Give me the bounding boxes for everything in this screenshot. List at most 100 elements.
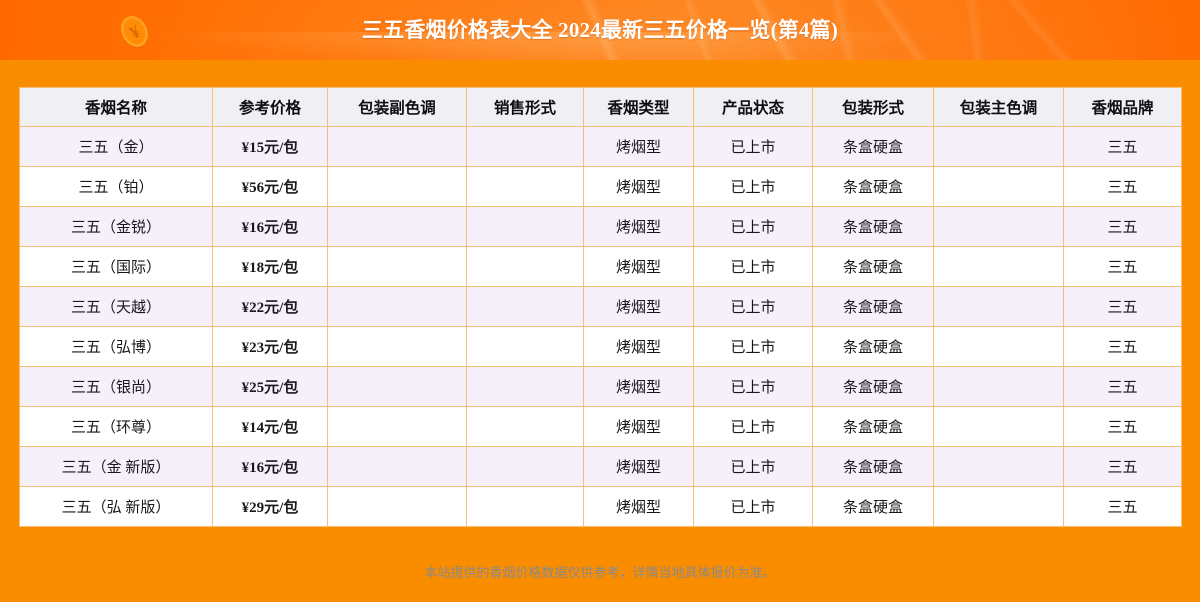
cell-sale-form xyxy=(466,246,584,287)
cell-status: 已上市 xyxy=(693,326,813,367)
cell-price: ¥29元/包 xyxy=(212,486,328,527)
table-row: 三五（银尚） ¥25元/包 烤烟型 已上市 条盒硬盒 三五 xyxy=(19,366,1182,407)
table-row: 三五（国际） ¥18元/包 烤烟型 已上市 条盒硬盒 三五 xyxy=(19,246,1182,287)
cell-sale-form xyxy=(466,326,584,367)
cell-sale-form xyxy=(466,486,584,527)
cell-main-tone xyxy=(933,406,1064,447)
cell-name: 三五（金 新版） xyxy=(19,446,213,487)
cell-price: ¥14元/包 xyxy=(212,406,328,447)
cell-sub-tone xyxy=(327,126,467,167)
cell-pack-form: 条盒硬盒 xyxy=(812,326,934,367)
cell-status: 已上市 xyxy=(693,446,813,487)
cell-pack-form: 条盒硬盒 xyxy=(812,486,934,527)
cell-name: 三五（天越） xyxy=(19,286,213,327)
cell-type: 烤烟型 xyxy=(583,366,694,407)
cell-type: 烤烟型 xyxy=(583,486,694,527)
cell-sub-tone xyxy=(327,206,467,247)
cell-status: 已上市 xyxy=(693,166,813,207)
cell-brand: 三五 xyxy=(1063,366,1182,407)
cell-status: 已上市 xyxy=(693,486,813,527)
cell-name: 三五（环尊） xyxy=(19,406,213,447)
cell-pack-form: 条盒硬盒 xyxy=(812,166,934,207)
cell-brand: 三五 xyxy=(1063,446,1182,487)
table-row: 三五（金） ¥15元/包 烤烟型 已上市 条盒硬盒 三五 xyxy=(19,126,1182,167)
cell-name: 三五（铂） xyxy=(19,166,213,207)
cell-name: 三五（弘博） xyxy=(19,326,213,367)
cell-price: ¥15元/包 xyxy=(212,126,328,167)
cell-main-tone xyxy=(933,166,1064,207)
table-row: 三五（金 新版） ¥16元/包 烤烟型 已上市 条盒硬盒 三五 xyxy=(19,446,1182,487)
cell-main-tone xyxy=(933,366,1064,407)
cell-sub-tone xyxy=(327,446,467,487)
cell-type: 烤烟型 xyxy=(583,406,694,447)
cell-sale-form xyxy=(466,366,584,407)
column-header-name: 香烟名称 xyxy=(19,87,213,127)
cell-price: ¥56元/包 xyxy=(212,166,328,207)
cell-type: 烤烟型 xyxy=(583,166,694,207)
column-header-brand: 香烟品牌 xyxy=(1063,87,1182,127)
cell-brand: 三五 xyxy=(1063,166,1182,207)
cell-name: 三五（银尚） xyxy=(19,366,213,407)
cell-pack-form: 条盒硬盒 xyxy=(812,206,934,247)
column-header-price: 参考价格 xyxy=(212,87,328,127)
cell-sale-form xyxy=(466,446,584,487)
cell-main-tone xyxy=(933,326,1064,367)
cell-brand: 三五 xyxy=(1063,246,1182,287)
yen-coin-icon: ¥ xyxy=(113,10,156,53)
table-row: 三五（环尊） ¥14元/包 烤烟型 已上市 条盒硬盒 三五 xyxy=(19,406,1182,447)
cell-sub-tone xyxy=(327,286,467,327)
cell-main-tone xyxy=(933,126,1064,167)
cell-brand: 三五 xyxy=(1063,126,1182,167)
cell-pack-form: 条盒硬盒 xyxy=(812,246,934,287)
cell-sale-form xyxy=(466,406,584,447)
column-header-status: 产品状态 xyxy=(693,87,813,127)
cell-sub-tone xyxy=(327,326,467,367)
cell-price: ¥23元/包 xyxy=(212,326,328,367)
cell-sale-form xyxy=(466,206,584,247)
table-body: 三五（金） ¥15元/包 烤烟型 已上市 条盒硬盒 三五 三五（铂） ¥56元/… xyxy=(19,126,1182,527)
cell-brand: 三五 xyxy=(1063,286,1182,327)
cell-sub-tone xyxy=(327,486,467,527)
cell-pack-form: 条盒硬盒 xyxy=(812,126,934,167)
column-header-sub-tone: 包装副色调 xyxy=(327,87,467,127)
page-title: 三五香烟价格表大全 2024最新三五价格一览(第4篇) xyxy=(361,18,839,42)
cell-name: 三五（国际） xyxy=(19,246,213,287)
cell-type: 烤烟型 xyxy=(583,446,694,487)
cell-price: ¥16元/包 xyxy=(212,206,328,247)
table-row: 三五（铂） ¥56元/包 烤烟型 已上市 条盒硬盒 三五 xyxy=(19,166,1182,207)
cell-status: 已上市 xyxy=(693,286,813,327)
column-header-type: 香烟类型 xyxy=(583,87,694,127)
cell-price: ¥22元/包 xyxy=(212,286,328,327)
cell-sub-tone xyxy=(327,246,467,287)
cell-brand: 三五 xyxy=(1063,206,1182,247)
footer-disclaimer: 本站提供的香烟价格数据仅供参考，详情当地具体报价为准。 xyxy=(424,565,776,580)
cell-status: 已上市 xyxy=(693,366,813,407)
cell-sub-tone xyxy=(327,366,467,407)
cell-sale-form xyxy=(466,166,584,207)
cell-type: 烤烟型 xyxy=(583,326,694,367)
table-row: 三五（天越） ¥22元/包 烤烟型 已上市 条盒硬盒 三五 xyxy=(19,286,1182,327)
cell-name: 三五（金锐） xyxy=(19,206,213,247)
cell-brand: 三五 xyxy=(1063,486,1182,527)
price-table-container: 香烟名称 参考价格 包装副色调 销售形式 香烟类型 产品状态 包装形式 包装主色… xyxy=(19,87,1182,527)
column-header-main-tone: 包装主色调 xyxy=(933,87,1064,127)
cell-main-tone xyxy=(933,206,1064,247)
table-row: 三五（弘 新版） ¥29元/包 烤烟型 已上市 条盒硬盒 三五 xyxy=(19,486,1182,527)
cell-type: 烤烟型 xyxy=(583,286,694,327)
cell-name: 三五（金） xyxy=(19,126,213,167)
cell-pack-form: 条盒硬盒 xyxy=(812,406,934,447)
cell-brand: 三五 xyxy=(1063,406,1182,447)
cell-main-tone xyxy=(933,246,1064,287)
cell-status: 已上市 xyxy=(693,246,813,287)
cell-sale-form xyxy=(466,286,584,327)
column-header-sale-form: 销售形式 xyxy=(466,87,584,127)
cell-type: 烤烟型 xyxy=(583,206,694,247)
column-header-pack-form: 包装形式 xyxy=(812,87,934,127)
cell-main-tone xyxy=(933,446,1064,487)
cell-status: 已上市 xyxy=(693,206,813,247)
table-header-row: 香烟名称 参考价格 包装副色调 销售形式 香烟类型 产品状态 包装形式 包装主色… xyxy=(19,87,1182,127)
cell-type: 烤烟型 xyxy=(583,246,694,287)
cell-brand: 三五 xyxy=(1063,326,1182,367)
cell-status: 已上市 xyxy=(693,406,813,447)
cell-pack-form: 条盒硬盒 xyxy=(812,286,934,327)
